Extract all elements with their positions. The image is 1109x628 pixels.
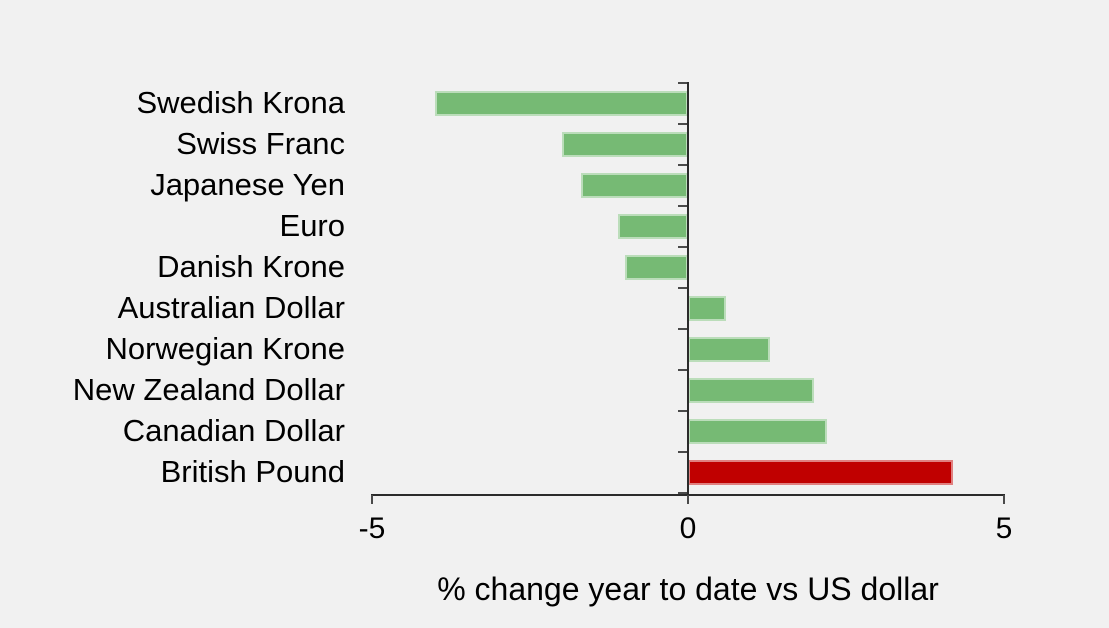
bar-canadian-dollar (688, 418, 828, 444)
category-tick (678, 122, 688, 125)
category-tick (678, 368, 688, 371)
category-label-canadian-dollar: Canadian Dollar (122, 413, 345, 448)
x-axis-tick (687, 495, 689, 504)
category-tick (678, 81, 688, 84)
x-axis-tick (371, 495, 373, 504)
x-axis-tick (1003, 495, 1005, 504)
bar-new-zealand-dollar (688, 377, 815, 403)
category-tick (678, 245, 688, 248)
category-tick (678, 163, 688, 166)
category-tick (678, 327, 688, 330)
y-axis-line (687, 82, 689, 495)
x-axis-title: % change year to date vs US dollar (437, 571, 939, 607)
category-label-euro: Euro (279, 208, 345, 243)
category-label-japanese-yen: Japanese Yen (150, 167, 345, 202)
category-label-british-pound: British Pound (160, 454, 345, 489)
bar-norwegian-krone (688, 336, 771, 362)
bar-australian-dollar (688, 295, 726, 321)
category-label-new-zealand-dollar: New Zealand Dollar (72, 372, 345, 407)
category-tick (678, 450, 688, 453)
category-label-norwegian-krone: Norwegian Krone (105, 331, 345, 366)
category-label-swiss-franc: Swiss Franc (176, 126, 345, 161)
bar-swiss-franc (561, 131, 688, 157)
x-tick-label-5: 5 (995, 512, 1013, 545)
bar-danish-krone (624, 254, 688, 280)
category-label-australian-dollar: Australian Dollar (117, 290, 345, 325)
category-tick (678, 286, 688, 289)
x-tick-label-0: 0 (679, 512, 697, 545)
x-tick-label-neg5: -5 (358, 512, 386, 545)
category-tick (678, 491, 688, 494)
bar-euro (618, 213, 688, 239)
category-tick (678, 204, 688, 207)
category-tick (678, 409, 688, 412)
category-label-swedish-krona: Swedish Krona (136, 85, 345, 120)
bar-british-pound (688, 459, 954, 485)
bar-swedish-krona (435, 90, 688, 116)
bar-japanese-yen (580, 172, 688, 198)
category-label-danish-krone: Danish Krone (157, 249, 345, 284)
